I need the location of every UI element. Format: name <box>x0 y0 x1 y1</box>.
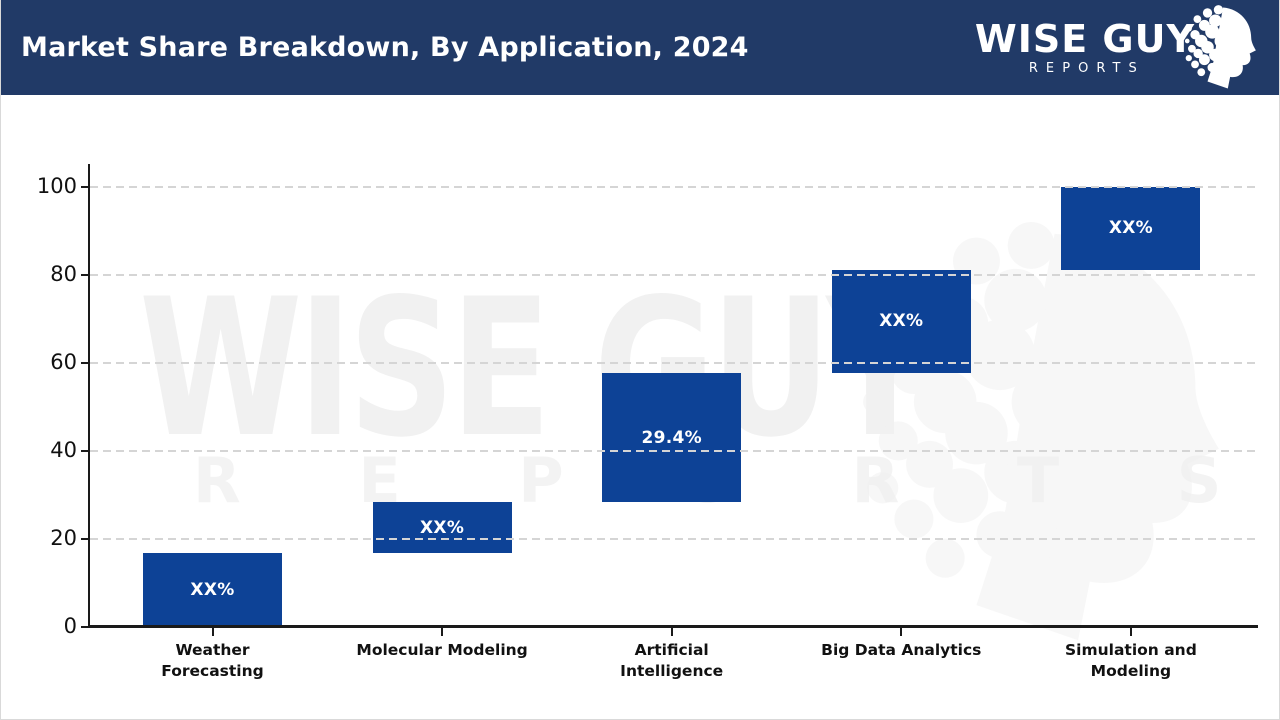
page-title: Market Share Breakdown, By Application, … <box>21 32 749 63</box>
gridline-60 <box>90 361 1259 364</box>
x-category-label-simulation-and-modeling: Simulation and Modeling <box>1064 641 1197 680</box>
bar-big-data-analytics: XX% <box>831 269 971 373</box>
bar-value-label: XX% <box>1108 218 1153 239</box>
y-tick-60 <box>81 361 89 364</box>
y-tick-100 <box>81 185 89 188</box>
bar-artificial-intelligence: 29.4% <box>602 372 742 503</box>
y-tick-label-100: 100 <box>36 173 77 198</box>
x-tick-simulation-and-modeling <box>1129 628 1132 636</box>
gridline-100 <box>90 185 1259 188</box>
gridline-80 <box>90 273 1259 276</box>
gridline-40 <box>90 449 1259 452</box>
x-category-label-big-data-analytics: Big Data Analytics <box>821 641 982 659</box>
x-category-label-weather-forecasting: Weather Forecasting <box>161 641 264 680</box>
y-tick-label-60: 60 <box>50 349 77 374</box>
y-tick-0 <box>81 626 89 628</box>
gridline-20 <box>90 537 1259 540</box>
x-tick-molecular-modeling <box>441 628 444 636</box>
bar-molecular-modeling: XX% <box>372 502 512 553</box>
x-axis-line <box>89 625 1258 628</box>
bar-value-label: 29.4% <box>641 427 702 448</box>
y-tick-40 <box>81 449 89 452</box>
y-tick-label-80: 80 <box>50 261 77 286</box>
y-tick-label-0: 0 <box>63 614 77 638</box>
y-tick-label-40: 40 <box>50 437 77 462</box>
y-tick-20 <box>81 537 89 540</box>
brand-logo: WISE GUY REPORTS <box>975 4 1259 91</box>
y-tick-label-20: 20 <box>50 525 77 550</box>
bar-value-label: XX% <box>190 579 235 600</box>
y-tick-80 <box>81 273 89 276</box>
brand-logo-text: WISE GUY REPORTS <box>975 20 1195 75</box>
header-bar: Market Share Breakdown, By Application, … <box>1 0 1279 95</box>
dotted-head-icon <box>1184 4 1256 89</box>
bar-simulation-and-modeling: XX% <box>1061 186 1201 270</box>
brand-name: WISE GUY <box>974 17 1195 61</box>
bar-value-label: XX% <box>879 311 924 332</box>
x-tick-big-data-analytics <box>900 628 903 636</box>
bar-value-label: XX% <box>420 517 465 538</box>
bar-weather-forecasting: XX% <box>143 552 282 627</box>
brand-subtitle: REPORTS <box>1028 61 1145 76</box>
x-category-label-molecular-modeling: Molecular Modeling <box>356 641 528 659</box>
x-category-label-artificial-intelligence: Artificial Intelligence <box>620 641 724 680</box>
x-tick-artificial-intelligence <box>670 628 673 636</box>
x-tick-weather-forecasting <box>211 628 214 636</box>
y-axis-line <box>88 164 90 628</box>
